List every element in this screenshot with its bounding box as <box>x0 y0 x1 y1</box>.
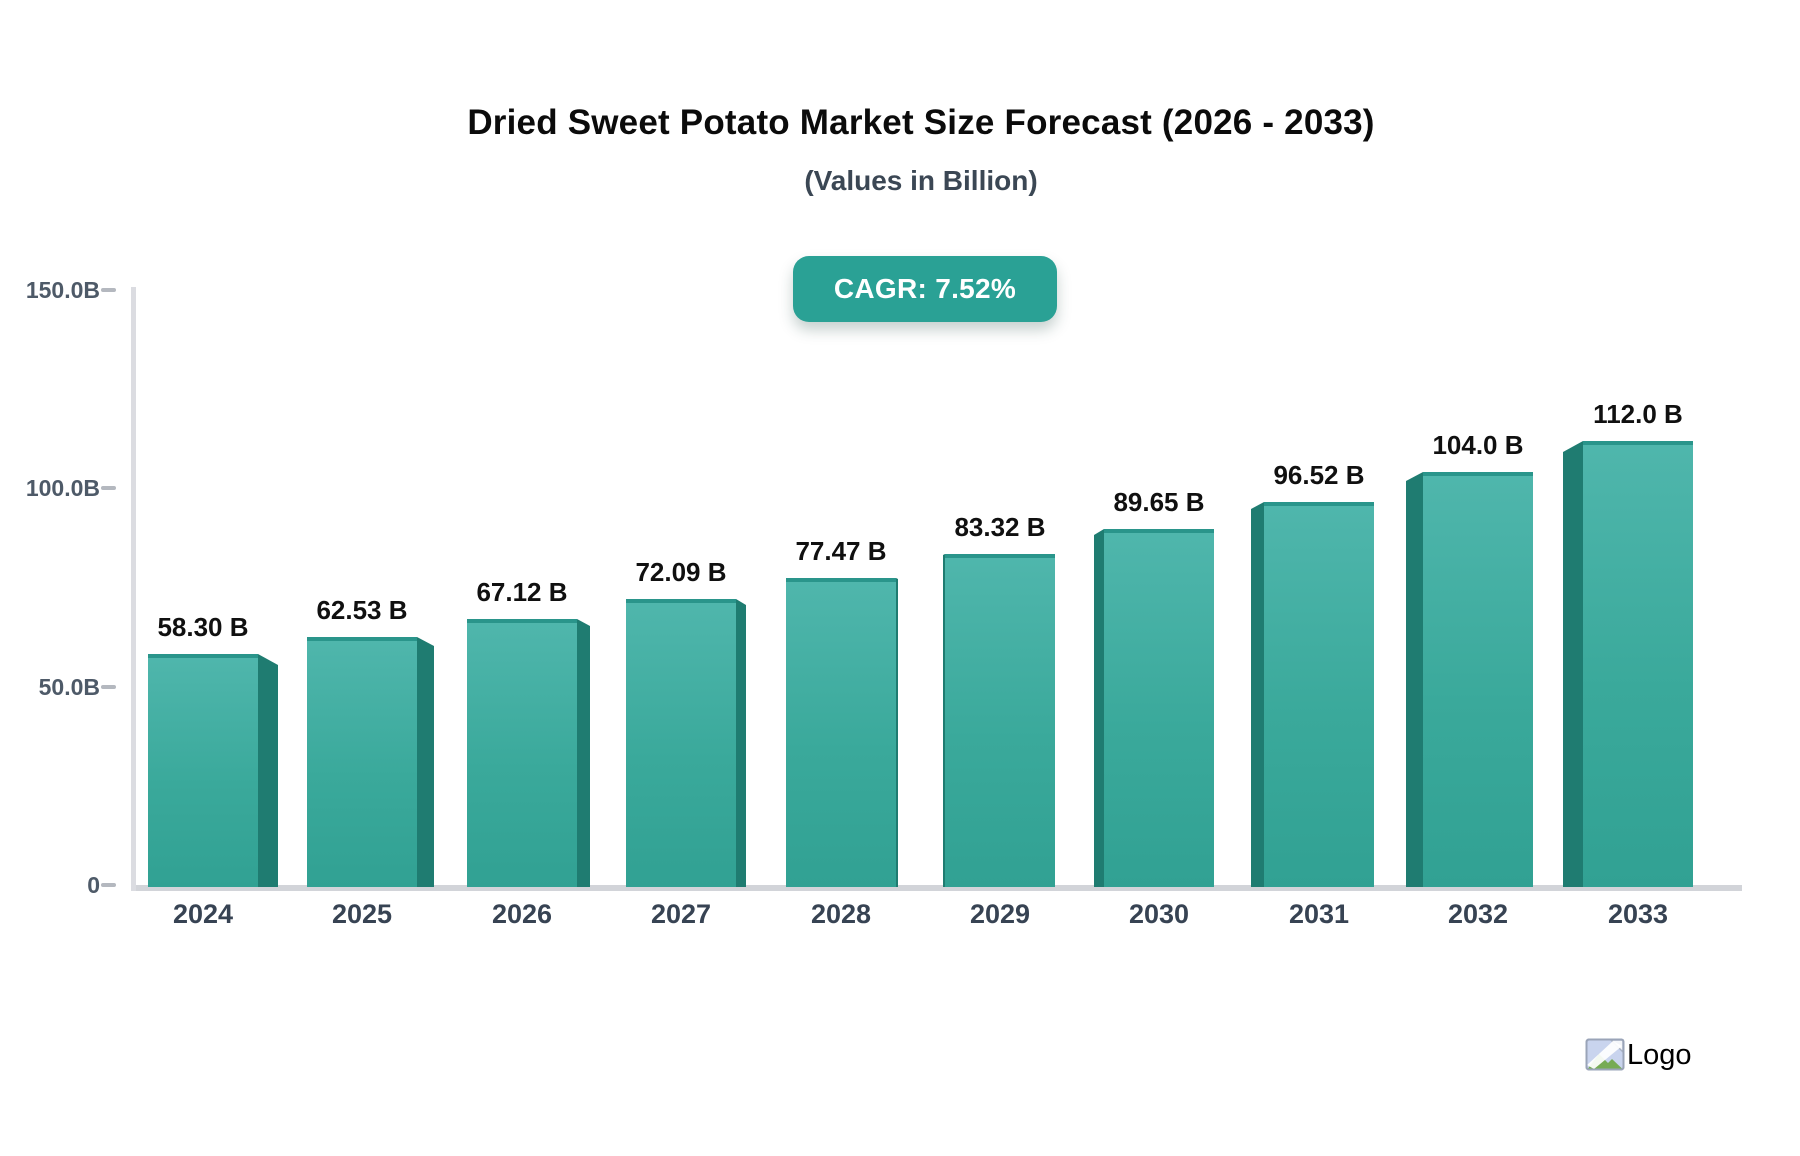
x-axis-label-2032: 2032 <box>1447 899 1509 929</box>
cagr-badge: CAGR: 7.52% <box>793 256 1057 322</box>
y-axis-line <box>131 287 136 891</box>
bar-value-label-2028: 77.47 B <box>795 536 887 566</box>
bar-2024[interactable] <box>148 654 258 887</box>
bar-2030[interactable] <box>1104 529 1214 887</box>
x-axis-label-2031: 2031 <box>1288 899 1350 929</box>
y-axis-tick <box>101 486 116 491</box>
y-axis-label: 50.0B <box>38 673 100 700</box>
bar-side-2026 <box>577 619 590 887</box>
bar-2027[interactable] <box>626 599 736 887</box>
bar-value-label-2024: 58.30 B <box>157 612 249 642</box>
x-axis-label-2030: 2030 <box>1128 899 1190 929</box>
bar-side-2032 <box>1406 472 1423 887</box>
bar-value-label-2025: 62.53 B <box>316 595 408 625</box>
bar-2026[interactable] <box>467 619 577 887</box>
bar-side-2033 <box>1563 441 1583 887</box>
bar-value-label-2030: 89.65 B <box>1113 487 1205 517</box>
bar-2025[interactable] <box>307 637 417 887</box>
y-axis-tick <box>101 883 116 887</box>
x-axis-label-2033: 2033 <box>1607 899 1669 929</box>
x-axis-label-2027: 2027 <box>650 899 712 929</box>
bar-2029[interactable] <box>945 554 1055 887</box>
bar-value-label-2031: 96.52 B <box>1273 460 1365 490</box>
logo: Logo <box>1585 1038 1692 1072</box>
x-axis-line <box>131 885 1742 891</box>
y-axis-tick <box>101 684 116 689</box>
bar-side-2028 <box>896 578 898 887</box>
cagr-badge-label: CAGR: 7.52% <box>833 273 1017 304</box>
bar-value-label-2027: 72.09 B <box>635 557 727 587</box>
x-axis-label-2024: 2024 <box>172 899 234 929</box>
broken-image-icon <box>1585 1038 1625 1071</box>
bar-2028[interactable] <box>786 578 896 887</box>
y-axis-tick <box>101 288 116 292</box>
x-axis-label-2026: 2026 <box>491 899 553 929</box>
bar-side-2030 <box>1094 529 1104 887</box>
bar-value-label-2026: 67.12 B <box>476 577 568 607</box>
x-axis-label-2029: 2029 <box>969 899 1031 929</box>
x-axis-label-2028: 2028 <box>810 899 872 929</box>
bar-value-label-2032: 104.0 B <box>1432 430 1524 460</box>
x-axis-label-2025: 2025 <box>331 899 393 929</box>
bar-2031[interactable] <box>1264 502 1374 887</box>
bar-2033[interactable] <box>1583 441 1693 887</box>
bar-side-2029 <box>943 554 945 887</box>
bar-side-2024 <box>258 654 278 887</box>
logo-text: Logo <box>1627 1038 1692 1071</box>
y-axis-label: 100.0B <box>25 475 100 502</box>
bar-side-2025 <box>417 637 434 887</box>
bar-side-2031 <box>1251 502 1264 887</box>
bar-value-label-2033: 112.0 B <box>1593 399 1683 429</box>
y-axis-label: 150.0B <box>25 277 100 303</box>
y-axis-label: 0 <box>87 872 100 898</box>
bar-2032[interactable] <box>1423 472 1533 887</box>
bar-value-label-2029: 83.32 B <box>954 512 1046 542</box>
chart-subtitle: (Values in Billion) <box>804 165 1038 196</box>
chart-title: Dried Sweet Potato Market Size Forecast … <box>467 103 1375 142</box>
bar-side-2027 <box>736 599 746 887</box>
